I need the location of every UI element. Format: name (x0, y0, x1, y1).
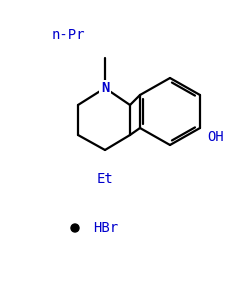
Text: HBr: HBr (93, 221, 118, 235)
Text: Et: Et (97, 172, 113, 186)
Text: n-Pr: n-Pr (51, 28, 85, 42)
Text: OH: OH (207, 130, 224, 144)
Text: N: N (101, 81, 109, 95)
Circle shape (71, 224, 79, 232)
